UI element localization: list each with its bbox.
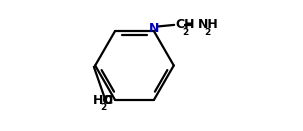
Text: HO: HO bbox=[93, 94, 114, 107]
Text: 2: 2 bbox=[182, 28, 189, 37]
Text: NH: NH bbox=[198, 18, 219, 31]
Text: 2: 2 bbox=[100, 103, 106, 112]
Text: CH: CH bbox=[176, 18, 195, 31]
Text: C: C bbox=[104, 94, 113, 107]
Text: N: N bbox=[149, 22, 159, 35]
Text: 2: 2 bbox=[205, 28, 211, 37]
